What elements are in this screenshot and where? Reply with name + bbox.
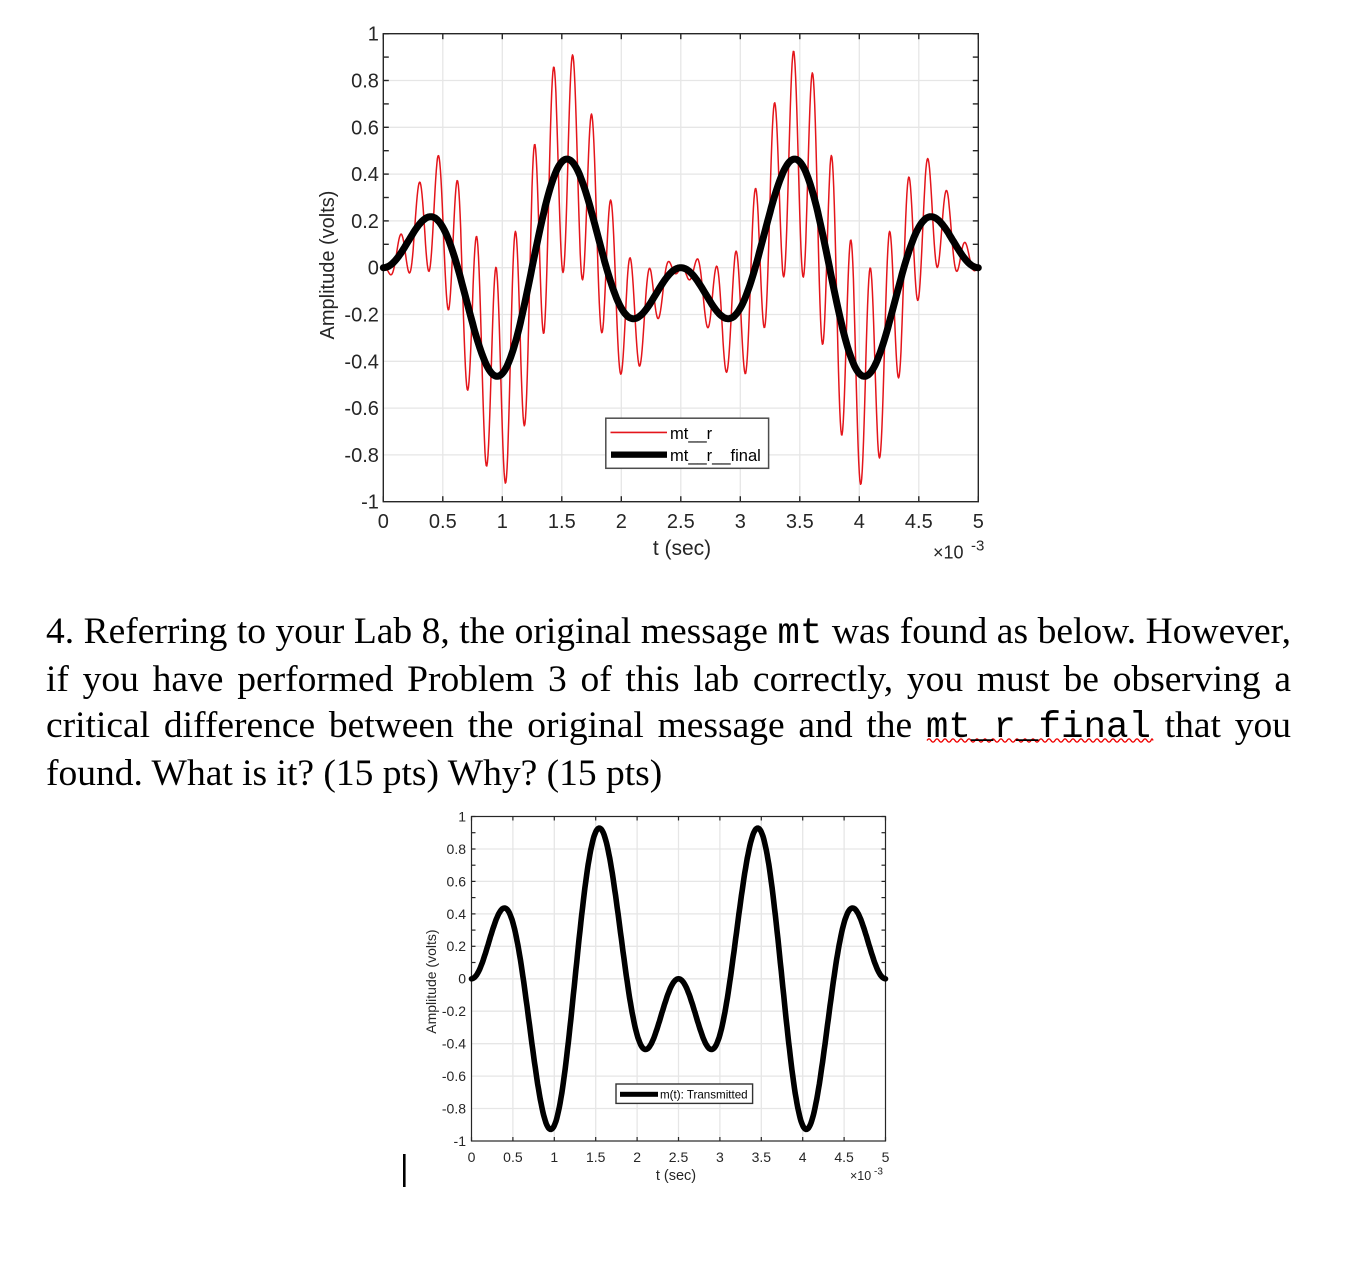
svg-text:2: 2 (633, 1149, 641, 1165)
svg-text:0: 0 (368, 258, 379, 280)
svg-text:0.4: 0.4 (447, 906, 467, 922)
svg-text:Amplitude (volts): Amplitude (volts) (423, 929, 439, 1033)
svg-text:0.8: 0.8 (351, 71, 379, 93)
svg-text:3: 3 (716, 1149, 724, 1165)
svg-text:-1: -1 (454, 1133, 467, 1149)
svg-text:Amplitude (volts): Amplitude (volts) (317, 191, 339, 340)
svg-text:t (sec): t (sec) (656, 1168, 696, 1184)
svg-text:3.5: 3.5 (786, 511, 814, 533)
svg-text:-0.8: -0.8 (442, 1101, 466, 1117)
svg-text:0: 0 (468, 1149, 476, 1165)
svg-text:0.6: 0.6 (447, 873, 467, 889)
svg-text:4: 4 (854, 511, 865, 533)
svg-text:5: 5 (973, 511, 984, 533)
svg-text:0.6: 0.6 (351, 117, 379, 139)
svg-text:m(t): Transmitted: m(t): Transmitted (660, 1088, 748, 1101)
svg-text:4.5: 4.5 (834, 1149, 854, 1165)
svg-text:-0.6: -0.6 (344, 398, 378, 420)
svg-text:-0.8: -0.8 (344, 445, 378, 467)
svg-text:1: 1 (550, 1149, 558, 1165)
svg-text:-0.4: -0.4 (442, 1036, 466, 1052)
svg-text:1: 1 (458, 808, 466, 824)
svg-text:2: 2 (616, 511, 627, 533)
svg-text:1.5: 1.5 (548, 511, 576, 533)
svg-text:2.5: 2.5 (669, 1149, 689, 1165)
svg-text:2.5: 2.5 (667, 511, 695, 533)
svg-text:mt__r: mt__r (670, 425, 713, 443)
svg-text:5: 5 (882, 1149, 890, 1165)
svg-text:-0.2: -0.2 (442, 1003, 466, 1019)
svg-text:0.2: 0.2 (447, 938, 467, 954)
svg-text:-3: -3 (874, 1167, 883, 1178)
svg-text:0.5: 0.5 (503, 1149, 523, 1165)
svg-text:-3: -3 (971, 538, 984, 555)
svg-text:-0.4: -0.4 (344, 351, 378, 373)
svg-text:t (sec): t (sec) (653, 537, 711, 560)
svg-text:0.4: 0.4 (351, 164, 379, 186)
svg-text:4.5: 4.5 (905, 511, 933, 533)
svg-text:0.5: 0.5 (429, 511, 457, 533)
svg-text:1.5: 1.5 (586, 1149, 606, 1165)
svg-text:0.8: 0.8 (447, 841, 467, 857)
svg-text:mt__r__final: mt__r__final (670, 447, 761, 465)
svg-text:0: 0 (378, 511, 389, 533)
svg-text:-1: -1 (361, 492, 379, 514)
svg-text:1: 1 (497, 511, 508, 533)
svg-text:×10: ×10 (850, 1169, 871, 1183)
svg-text:0: 0 (458, 971, 466, 987)
svg-text:-0.6: -0.6 (442, 1068, 466, 1084)
svg-text:3: 3 (735, 511, 746, 533)
svg-text:1: 1 (368, 24, 379, 46)
svg-text:-0.2: -0.2 (344, 305, 378, 327)
svg-text:0.2: 0.2 (351, 211, 379, 233)
svg-text:3.5: 3.5 (752, 1149, 772, 1165)
svg-text:4: 4 (799, 1149, 807, 1165)
svg-text:×10: ×10 (933, 543, 964, 563)
